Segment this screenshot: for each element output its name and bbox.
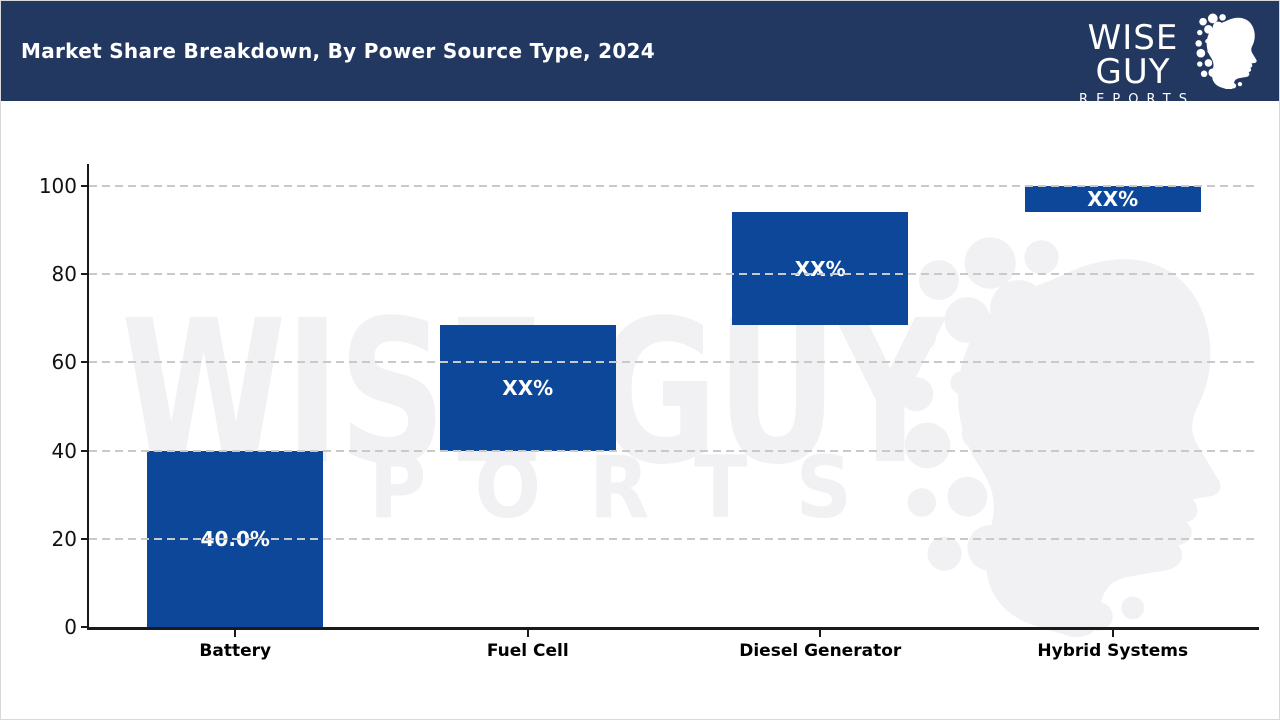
x-axis-line [87,627,1259,630]
x-tick-mark-1 [234,630,237,637]
y-tick-mark-20 [81,537,88,540]
chart-bar-hybrid-systems: XX% [1024,186,1201,213]
logo-text: WISE GUY REPORTS [1045,21,1221,107]
x-tick-mark-4 [1111,630,1114,637]
y-tick-label-20: 20 [51,526,77,551]
chart-bar-fuel-cell: XX% [439,324,616,451]
y-tick-mark-80 [81,273,88,276]
x-tick-mark-2 [526,630,529,637]
y-tick-mark-40 [81,449,88,452]
header-bar: Market Share Breakdown, By Power Source … [1,1,1279,107]
y-tick-label-0: 0 [64,615,77,639]
gridline-y100 [89,185,1259,187]
x-category-label-3: Diesel Generator [739,641,902,661]
y-tick-label-60: 60 [51,350,77,375]
y-tick-label-80: 80 [51,262,77,287]
gridline-y80 [89,273,1259,276]
gridline-y40 [89,449,1259,452]
bar-value-label: XX% [794,256,846,281]
logo-wordmark: WISE GUY [1087,18,1179,92]
logo-subtitle: REPORTS [1079,92,1196,107]
chart-title: Market Share Breakdown, By Power Source … [21,39,655,63]
bar-value-label: XX% [502,375,554,400]
y-tick-mark-0 [81,626,88,628]
logo-head-icon [1195,13,1257,89]
y-tick-mark-60 [81,361,88,364]
y-axis-line [87,163,89,630]
waterfall-chart: WISE GUY REPORTS 40.0% XX% XX% XX% 0 20 40 60 80… [1,101,1279,719]
wise-guy-logo: WISE GUY REPORTS [1015,7,1265,107]
x-tick-mark-3 [819,630,822,637]
watermark-head-icon [899,237,1221,638]
chart-bar-diesel-generator: XX% [732,212,909,325]
x-category-label-1: Battery [199,641,272,661]
y-tick-mark-100 [81,185,88,187]
y-tick-label-100: 100 [38,174,77,198]
gridline-y60 [89,361,1259,364]
bar-value-label: XX% [1087,187,1139,212]
x-category-label-2: Fuel Cell [486,641,569,661]
x-category-label-4: Hybrid Systems [1037,641,1189,661]
y-tick-label-40: 40 [51,438,77,463]
gridline-y20 [89,537,1259,540]
